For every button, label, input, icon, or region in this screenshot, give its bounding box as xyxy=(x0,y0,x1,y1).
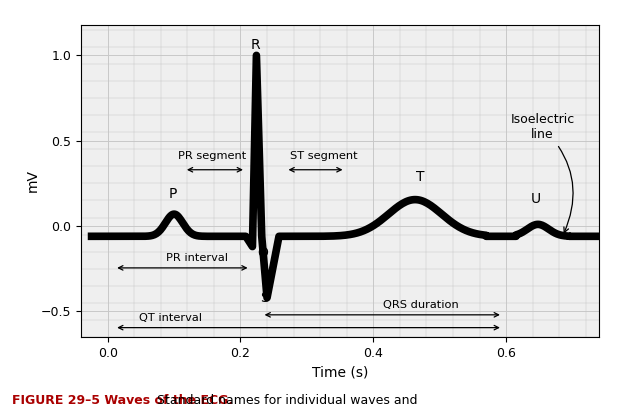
Text: QRS duration: QRS duration xyxy=(383,300,459,310)
Text: R: R xyxy=(250,38,260,52)
Text: T: T xyxy=(416,170,424,184)
Text: Standard names for individual waves and: Standard names for individual waves and xyxy=(153,394,417,407)
Text: Q: Q xyxy=(258,246,268,260)
Text: PR interval: PR interval xyxy=(167,253,228,263)
Text: ST segment: ST segment xyxy=(290,151,358,161)
Text: U: U xyxy=(531,192,541,206)
X-axis label: Time (s): Time (s) xyxy=(312,365,368,379)
Text: FIGURE 29–5 Waves of the ECG.: FIGURE 29–5 Waves of the ECG. xyxy=(12,394,233,407)
Text: PR segment: PR segment xyxy=(178,151,246,161)
Text: P: P xyxy=(168,187,177,201)
Text: Isoelectric
line: Isoelectric line xyxy=(510,113,575,233)
Text: S: S xyxy=(260,291,269,305)
Text: QT interval: QT interval xyxy=(139,313,202,323)
Y-axis label: mV: mV xyxy=(26,169,39,192)
